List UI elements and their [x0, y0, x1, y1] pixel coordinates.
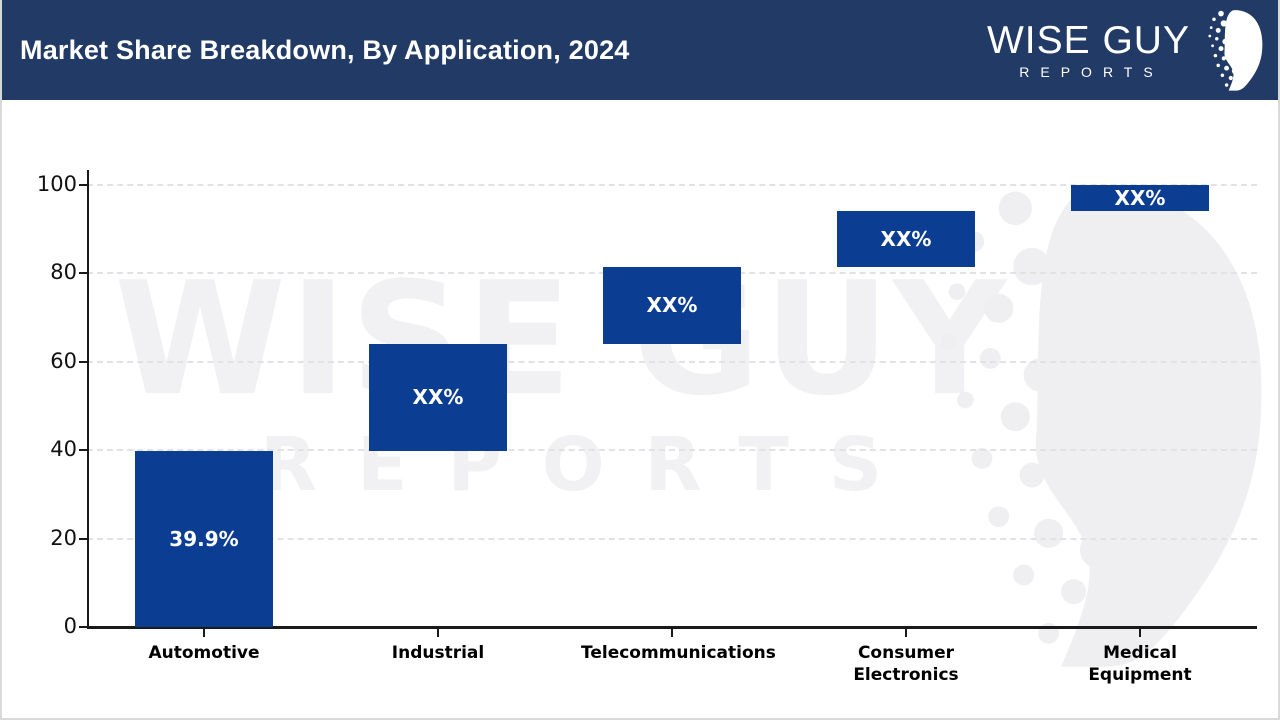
y-axis-line: [87, 170, 89, 627]
bar-value-label: XX%: [412, 385, 464, 410]
y-tick-mark: [79, 360, 87, 363]
bar-segment: 39.9%: [135, 450, 273, 627]
watermark-text-2: REPORTS: [260, 422, 923, 508]
x-category-label: Telecommunications: [581, 643, 776, 663]
y-tick-label: 100: [36, 172, 77, 196]
y-tick-mark: [79, 537, 87, 540]
x-tick-mark: [905, 629, 907, 637]
bar-segment: XX%: [1071, 185, 1209, 211]
header-bar: Market Share Breakdown, By Application, …: [2, 0, 1278, 100]
brand-face-icon: [1192, 8, 1264, 92]
page-title: Market Share Breakdown, By Application, …: [20, 34, 630, 65]
bar-value-label: XX%: [1114, 185, 1166, 210]
y-tick-mark: [79, 184, 87, 186]
bar-segment: XX%: [837, 210, 975, 267]
gridline: [87, 449, 1257, 452]
y-tick-mark: [79, 626, 87, 628]
y-tick-label: 80: [50, 260, 77, 285]
gridline: [87, 537, 1257, 540]
x-tick-mark: [437, 629, 439, 637]
x-tick-mark: [203, 629, 205, 637]
y-tick-label: 0: [63, 614, 77, 638]
chart-area: WISE GUY REPORTS 0 20 40 60 80 100 39.9% XX% XX…: [2, 100, 1278, 718]
y-tick-label: 40: [50, 437, 77, 462]
x-category-label: Industrial: [391, 643, 485, 663]
x-tick-mark: [1139, 629, 1141, 637]
x-category-label: Medical Equipment: [1088, 643, 1192, 686]
brand-logo: WISE GUY REPORTS: [987, 8, 1264, 92]
x-category-label: Consumer Electronics: [853, 643, 959, 686]
y-tick-mark: [79, 449, 87, 452]
bar-segment: XX%: [603, 266, 741, 345]
bar-value-label: XX%: [646, 293, 698, 318]
brand-logo-text: WISE GUY REPORTS: [987, 21, 1190, 79]
x-axis-line: [87, 626, 1257, 629]
gridline: [87, 360, 1257, 363]
x-tick-mark: [671, 629, 673, 637]
y-tick-label: 60: [50, 348, 77, 373]
y-tick-mark: [79, 272, 87, 275]
brand-name: WISE GUY: [986, 19, 1190, 62]
watermark-text-1: WISE GUY: [114, 248, 1010, 430]
bar-value-label: XX%: [880, 226, 932, 251]
y-tick-label: 20: [50, 525, 77, 550]
gridline: [87, 184, 1257, 186]
x-category-label: Automotive: [148, 643, 260, 663]
brand-subtitle: REPORTS: [1019, 64, 1164, 80]
bar-value-label: 39.9%: [169, 526, 239, 551]
bar-segment: XX%: [369, 344, 507, 451]
